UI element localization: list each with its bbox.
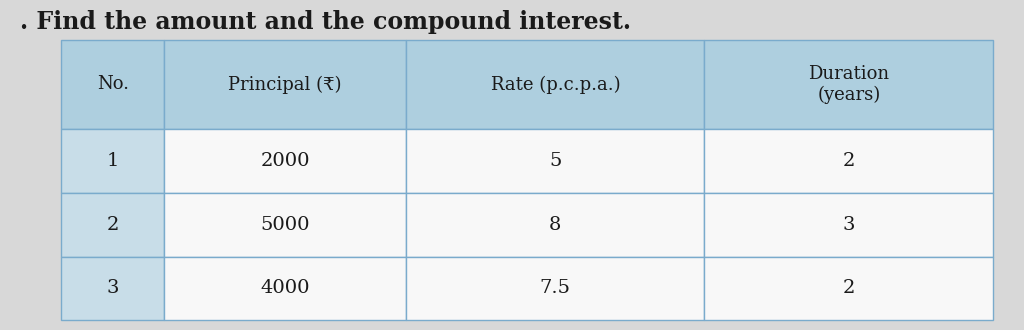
- Text: 1: 1: [106, 152, 119, 170]
- Text: 2: 2: [843, 152, 855, 170]
- Text: 4000: 4000: [260, 279, 310, 297]
- Text: 8: 8: [549, 216, 561, 234]
- Bar: [164, 129, 407, 193]
- Text: 3: 3: [106, 279, 119, 297]
- Text: Rate (p.c.p.a.): Rate (p.c.p.a.): [490, 75, 621, 94]
- Bar: [164, 193, 407, 256]
- Bar: [705, 193, 993, 256]
- Text: 2: 2: [106, 216, 119, 234]
- Bar: [705, 129, 993, 193]
- Text: 3: 3: [843, 216, 855, 234]
- Bar: [61, 193, 164, 256]
- Text: 7.5: 7.5: [540, 279, 570, 297]
- Text: Principal (₹): Principal (₹): [228, 75, 342, 94]
- Bar: [407, 193, 705, 256]
- Text: . Find the amount and the compound interest.: . Find the amount and the compound inter…: [20, 10, 632, 34]
- Bar: [407, 40, 705, 129]
- Text: 5: 5: [549, 152, 561, 170]
- Bar: [61, 129, 164, 193]
- Bar: [705, 256, 993, 320]
- Bar: [705, 40, 993, 129]
- Bar: [164, 40, 407, 129]
- Bar: [61, 256, 164, 320]
- Bar: [407, 256, 705, 320]
- Text: 5000: 5000: [260, 216, 310, 234]
- Text: 2: 2: [843, 279, 855, 297]
- Text: Duration
(years): Duration (years): [808, 65, 890, 104]
- Bar: [407, 129, 705, 193]
- Text: No.: No.: [96, 76, 129, 93]
- Bar: [164, 256, 407, 320]
- Bar: [61, 40, 164, 129]
- Text: 2000: 2000: [260, 152, 310, 170]
